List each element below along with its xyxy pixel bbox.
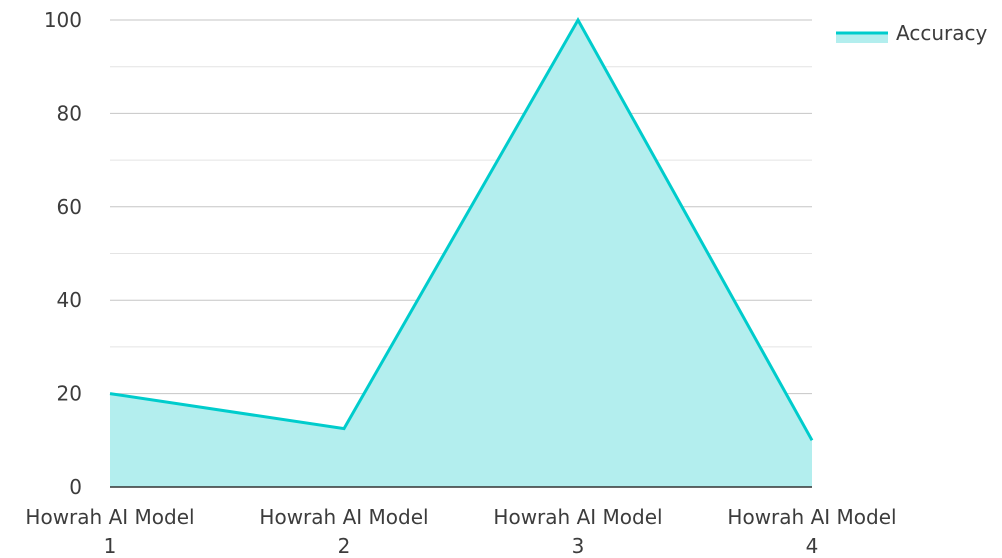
x-tick-label-line: 2 — [338, 534, 351, 558]
x-tick-label-line: Howrah AI Model — [259, 505, 428, 529]
x-tick-label-line: Howrah AI Model — [25, 505, 194, 529]
y-tick-label: 40 — [57, 288, 82, 312]
series-line — [109, 16, 814, 442]
y-axis-ticks: 0 20 40 60 80 100 — [44, 8, 82, 499]
x-tick-label-line: 3 — [572, 534, 585, 558]
series-area-fill — [110, 20, 812, 487]
y-tick-label: 20 — [57, 382, 82, 406]
x-tick-label-line: Howrah AI Model — [727, 505, 896, 529]
x-tick-label-line: Howrah AI Model — [493, 505, 662, 529]
y-tick-label: 60 — [57, 195, 82, 219]
y-tick-label: 100 — [44, 8, 82, 32]
x-tick-label-line: 4 — [806, 534, 819, 558]
x-tick-label: Howrah AI Model 3 — [493, 505, 662, 558]
y-tick-label: 80 — [57, 101, 82, 125]
x-tick-label: Howrah AI Model 1 — [25, 505, 194, 558]
x-tick-label: Howrah AI Model 2 — [259, 505, 428, 558]
legend-swatch-fill — [836, 33, 888, 43]
y-tick-label: 0 — [69, 475, 82, 499]
legend: Accuracy — [836, 21, 987, 45]
x-tick-label-line: 1 — [104, 534, 117, 558]
legend-label-accuracy: Accuracy — [896, 21, 987, 45]
area-layer — [109, 16, 814, 487]
x-tick-label: Howrah AI Model 4 — [727, 505, 896, 558]
